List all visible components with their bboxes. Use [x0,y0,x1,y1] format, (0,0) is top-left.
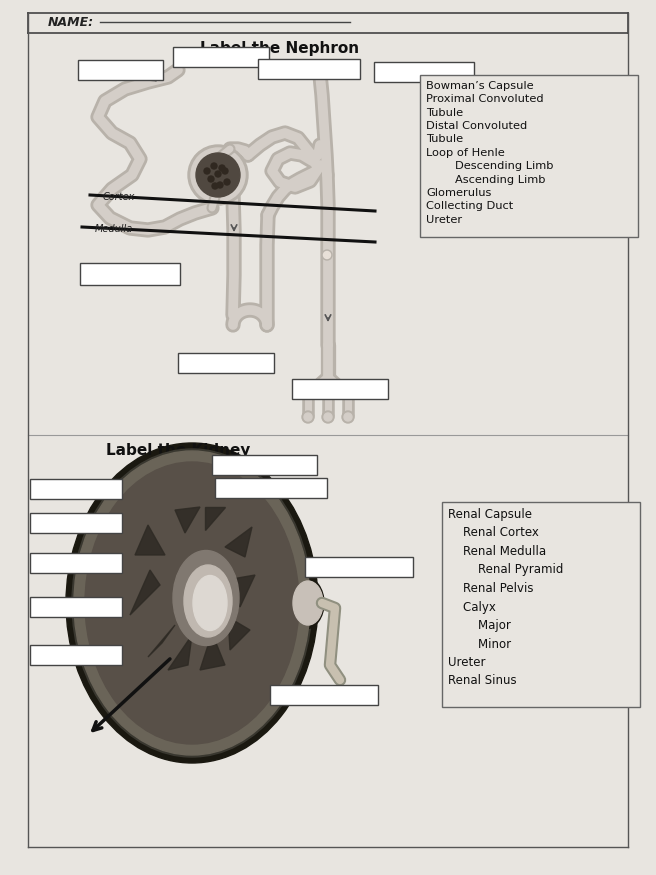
Polygon shape [130,570,160,615]
Bar [270,685,378,705]
Bar [30,513,122,533]
Bar [292,379,388,399]
Circle shape [217,182,223,188]
Polygon shape [135,525,165,555]
Circle shape [322,250,332,260]
Circle shape [196,153,240,197]
Bar [30,645,122,665]
Bar [30,597,122,617]
Bar [212,455,317,475]
Circle shape [212,183,218,189]
Ellipse shape [286,577,324,629]
Ellipse shape [85,462,299,744]
Bar [258,59,360,79]
Ellipse shape [173,550,239,646]
Polygon shape [168,635,192,670]
Polygon shape [148,625,175,657]
Bar [420,75,638,237]
Polygon shape [205,507,225,530]
Ellipse shape [184,565,232,637]
Ellipse shape [74,451,310,755]
Text: Renal Capsule
    Renal Cortex
    Renal Medulla
        Renal Pyramid
    Renal: Renal Capsule Renal Cortex Renal Medulla… [448,508,564,688]
Circle shape [304,413,312,421]
Circle shape [211,163,217,169]
Text: Label the Nephron: Label the Nephron [201,40,359,55]
Polygon shape [232,575,255,607]
Bar [80,263,180,285]
Ellipse shape [72,449,312,757]
Bar [305,557,413,577]
Ellipse shape [293,581,323,625]
Circle shape [219,165,225,171]
Text: Bowman’s Capsule
Proximal Convoluted
Tubule
Distal Convoluted
Tubule
Loop of Hen: Bowman’s Capsule Proximal Convoluted Tub… [426,81,554,225]
Text: Label the Kidney: Label the Kidney [106,443,250,458]
Polygon shape [200,633,225,670]
Bar [178,353,274,373]
Text: Medulla: Medulla [95,224,133,234]
Polygon shape [175,507,200,533]
Circle shape [204,168,210,174]
Circle shape [208,176,214,182]
Bar [30,479,122,499]
Circle shape [324,413,332,421]
Bar [30,553,122,573]
Circle shape [344,413,352,421]
Circle shape [191,148,245,202]
Circle shape [224,179,230,185]
Circle shape [323,251,331,258]
Circle shape [342,411,354,423]
Bar [173,47,269,67]
Bar [215,478,327,498]
Circle shape [322,411,334,423]
Text: Cortex: Cortex [103,192,135,202]
Text: NAME:: NAME: [48,16,94,29]
Polygon shape [225,527,252,557]
Circle shape [188,145,248,205]
Bar [442,502,640,707]
Polygon shape [228,617,250,650]
Circle shape [222,168,228,174]
Bar [374,62,474,82]
Circle shape [215,171,221,177]
Ellipse shape [66,443,318,763]
Ellipse shape [193,576,227,631]
Circle shape [302,411,314,423]
Bar [78,60,163,80]
